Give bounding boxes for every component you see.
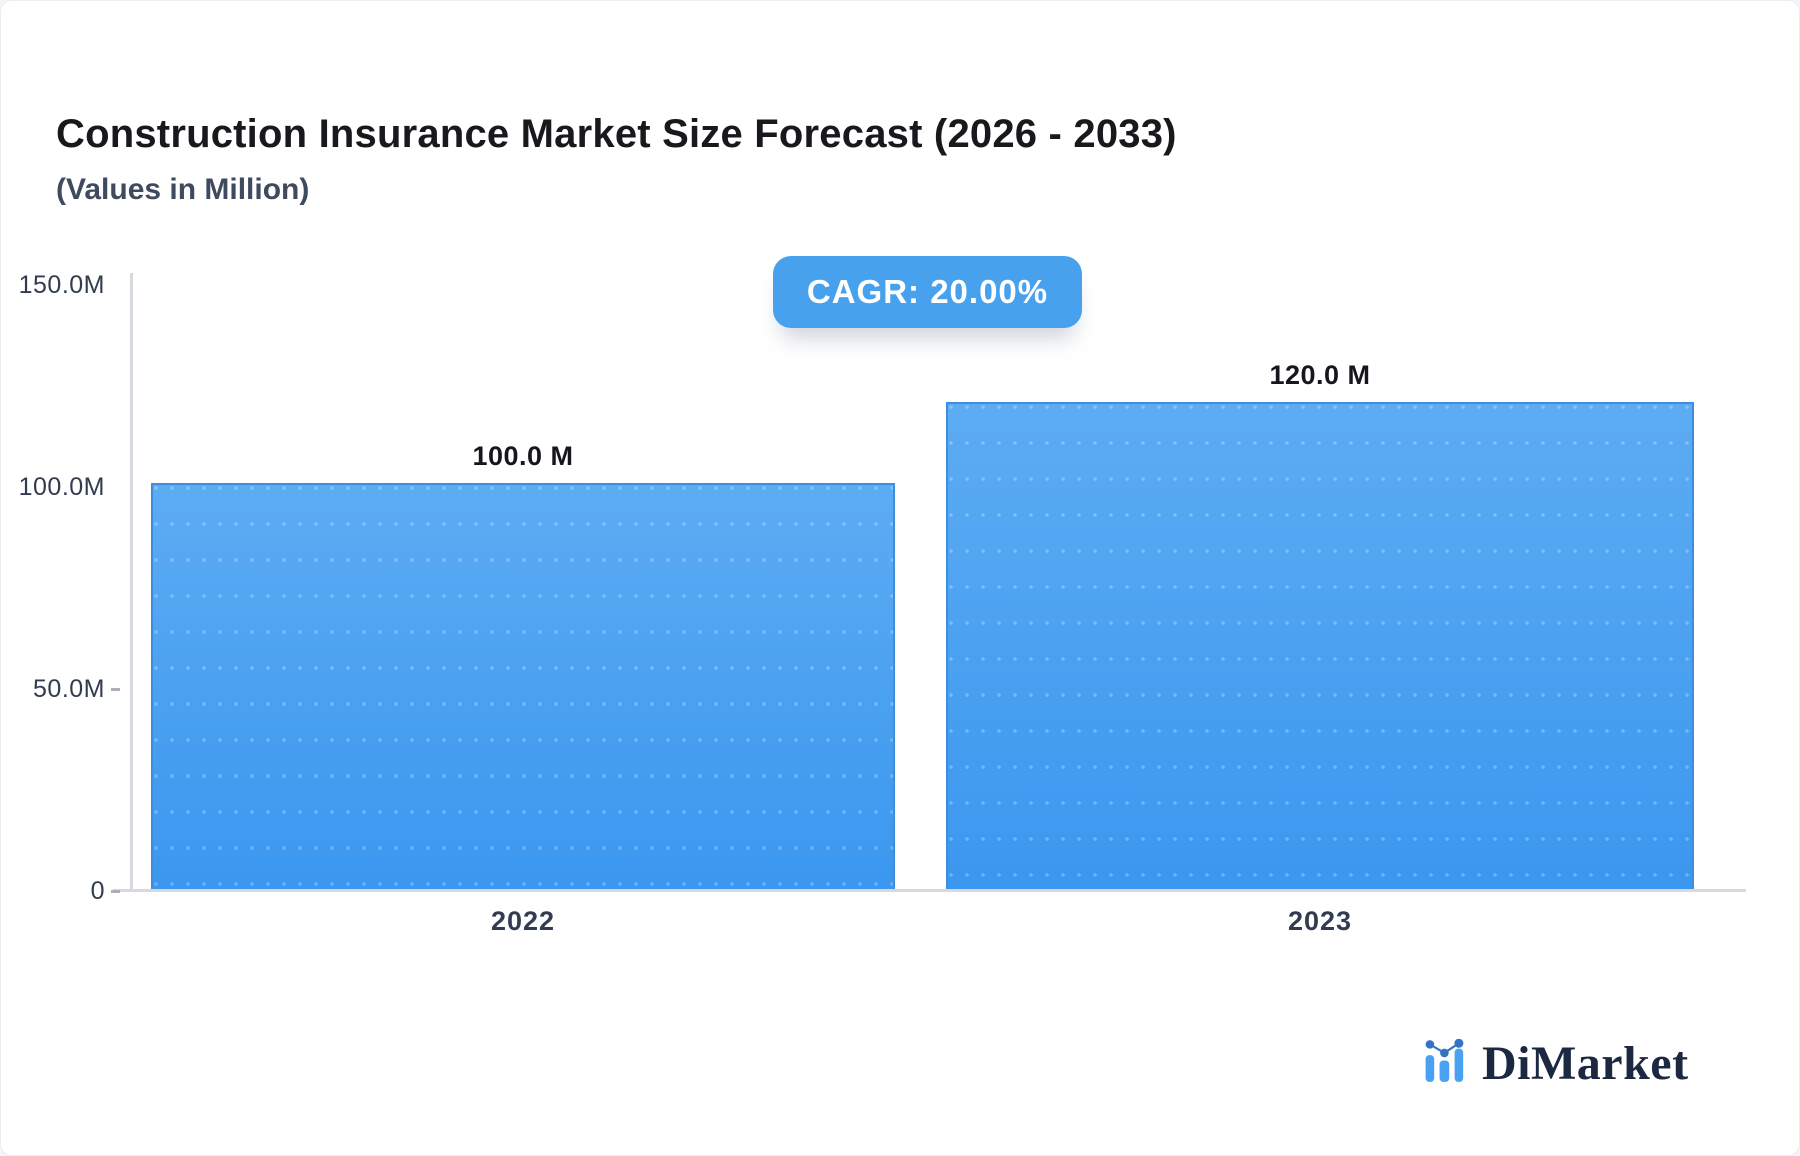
y-tick-label: 100.0M	[18, 473, 105, 501]
bar-value-label: 100.0 M	[472, 441, 574, 471]
cagr-badge-row: CAGR: 20.00%	[56, 256, 1799, 328]
y-tick-label: 0	[90, 877, 105, 905]
brand-logo: DiMarket	[1423, 1036, 1689, 1090]
dimarket-icon	[1425, 1039, 1464, 1082]
y-tick-150: 150.0M	[1, 269, 121, 301]
y-tick-label: 50.0M	[33, 675, 105, 703]
y-tick-100: 100.0M	[1, 471, 121, 503]
chart-subtitle: (Values in Million)	[56, 173, 310, 206]
cagr-badge: CAGR: 20.00%	[772, 256, 1083, 328]
x-axis-line	[113, 889, 1746, 892]
bar-2023	[946, 402, 1694, 889]
x-category-label-2023: 2023	[1287, 906, 1353, 936]
x-category-label-2022: 2022	[490, 906, 556, 936]
bar-2022	[151, 483, 895, 889]
y-tick-label: 150.0M	[18, 271, 105, 299]
y-tick-dash	[111, 688, 120, 691]
chart-title: Construction Insurance Market Size Forec…	[56, 112, 1177, 156]
y-tick-0: 0	[1, 875, 121, 907]
bar-value-label: 120.0 M	[1269, 360, 1371, 390]
y-tick-50: 50.0M	[1, 673, 121, 705]
y-tick-dash	[111, 890, 120, 893]
brand-name: DiMarket	[1482, 1036, 1689, 1090]
y-axis-line	[130, 273, 133, 891]
